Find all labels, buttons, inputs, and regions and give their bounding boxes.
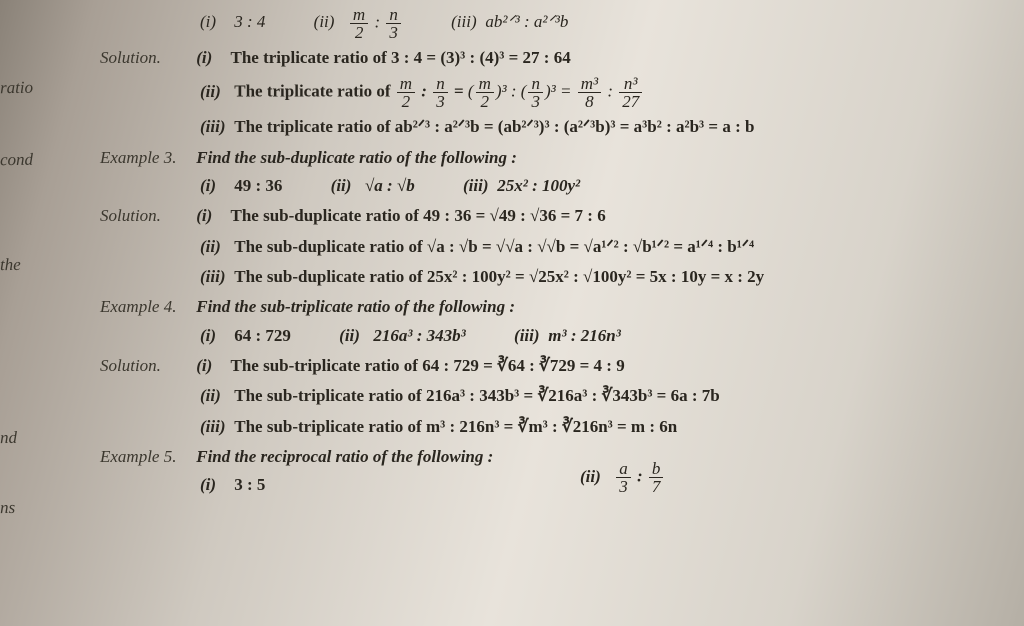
opt-ii: (ii) m2 : n3: [314, 6, 403, 41]
example5-options: (i) 3 : 5 (ii) a3 : b7: [200, 472, 994, 498]
example3-sol-ii: (ii) The sub-duplicate ratio of √a : √b …: [200, 234, 994, 260]
example4-sol-ii: (ii) The sub-triplicate ratio of 216a³ :…: [200, 383, 994, 409]
margin-cond: cond: [0, 150, 33, 171]
example3-options: (i) 49 : 36 (ii) √a : √b (iii) 25x² : 10…: [200, 173, 994, 199]
opt-iii: (iii) ab²ᐟ³ : a²ᐟ³b: [451, 9, 568, 35]
margin-the: the: [0, 255, 21, 275]
example4-sol-iii: (iii) The sub-triplicate ratio of m³ : 2…: [200, 414, 994, 440]
example4-sol-i: Solution. (i) The sub-triplicate ratio o…: [100, 353, 994, 379]
example3-sol-iii: (iii) The sub-duplicate ratio of 25x² : …: [200, 264, 994, 290]
example4-options: (i) 64 : 729 (ii) 216a³ : 343b³ (iii) m³…: [200, 323, 994, 349]
opt-i: (i) 3 : 4: [200, 9, 265, 35]
solution-label: Solution.: [100, 45, 192, 71]
margin-ratio: ratio: [0, 78, 33, 99]
solution1-iii: (iii) The triplicate ratio of ab²ᐟ³ : a²…: [200, 114, 994, 140]
example3-sol-i: Solution. (i) The sub-duplicate ratio of…: [100, 203, 994, 229]
solution1-i: Solution. (i) The triplicate ratio of 3 …: [100, 45, 994, 71]
example5-heading: Example 5. Find the reciprocal ratio of …: [100, 444, 994, 470]
frac-m-2: m2: [350, 6, 368, 41]
sol1-i-text: The triplicate ratio of 3 : 4 = (3)³ : (…: [231, 48, 571, 67]
frac-n-3: n3: [386, 6, 401, 41]
example4-heading: Example 4. Find the sub-triplicate ratio…: [100, 294, 994, 320]
margin-nd: nd: [0, 428, 17, 448]
solution1-ii: (ii) The triplicate ratio of m2 : n3 = (…: [200, 75, 994, 110]
example3-heading: Example 3. Find the sub-duplicate ratio …: [100, 145, 994, 171]
page: ratio cond the nd ns (i) 3 : 4 (ii) m2 :…: [0, 0, 1024, 626]
margin-ns: ns: [0, 498, 15, 518]
top-options-row: (i) 3 : 4 (ii) m2 : n3 (iii) ab²ᐟ³ : a²ᐟ…: [200, 6, 994, 41]
